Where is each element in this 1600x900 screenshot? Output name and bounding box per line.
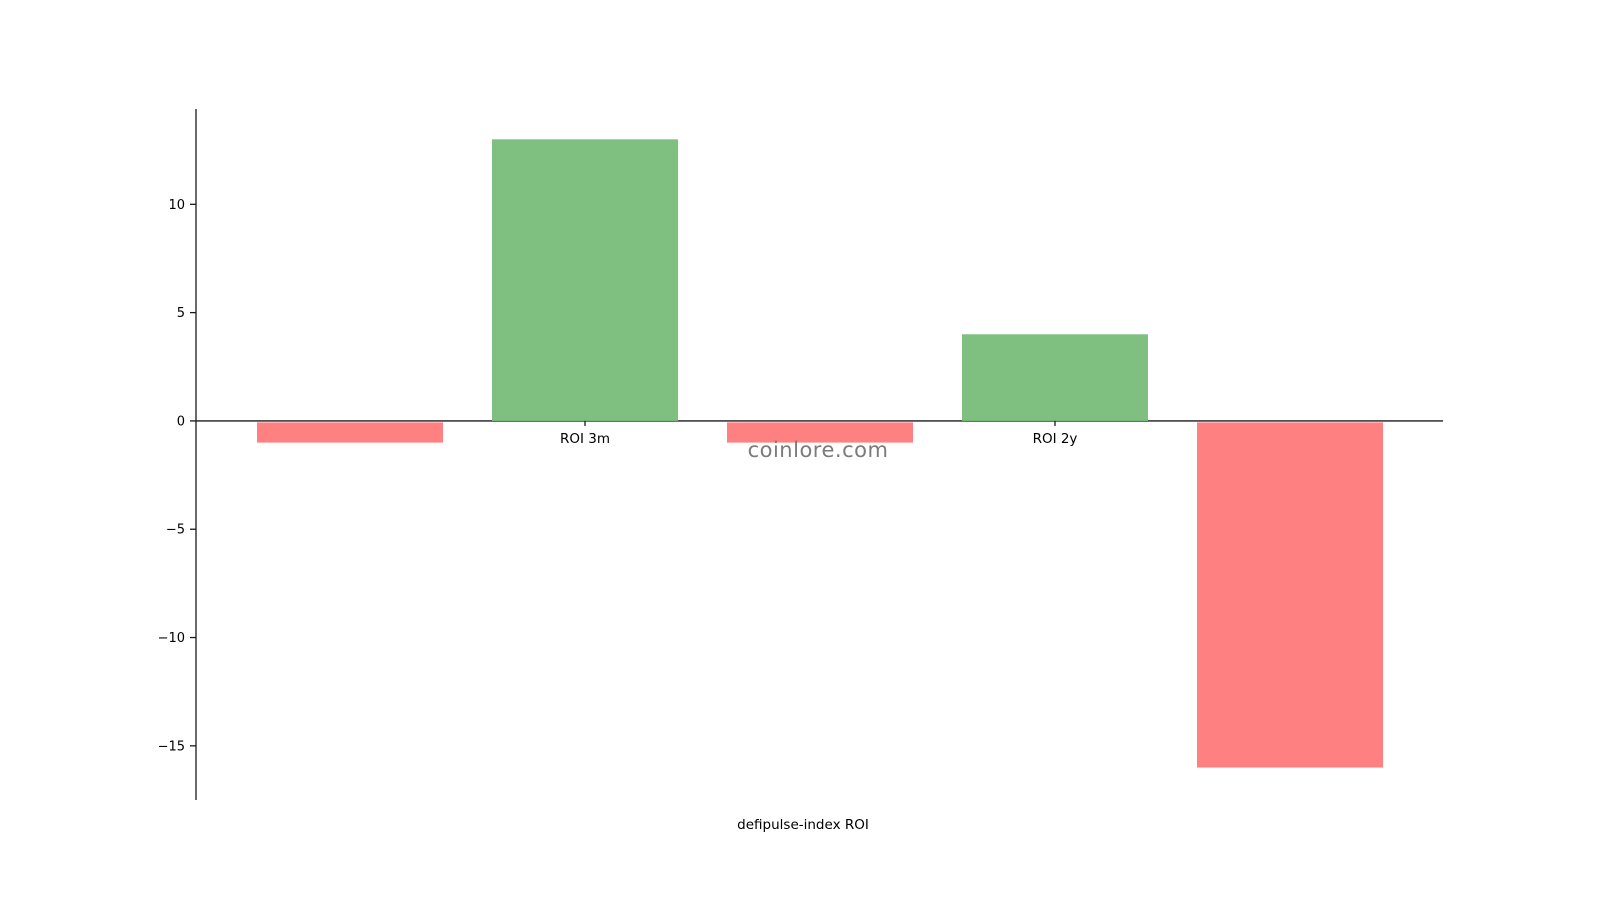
y-tick-label: 10	[168, 198, 185, 213]
y-tick-label: 0	[177, 414, 185, 429]
x-tick-label: ROI 3m	[560, 431, 610, 447]
y-tick-label: −5	[166, 523, 185, 538]
bar-negative	[1197, 422, 1383, 768]
bar-positive	[962, 334, 1148, 421]
bar-negative	[727, 422, 913, 443]
watermark-text: coinlore.com	[747, 438, 889, 462]
y-tick-label: −10	[158, 631, 185, 646]
chart-xlabel: defipulse-index ROI	[737, 817, 869, 833]
x-tick-label: ROI 2y	[1033, 431, 1078, 447]
bar-positive	[492, 139, 678, 421]
y-tick-label: −15	[158, 739, 185, 754]
bar-negative	[257, 422, 443, 443]
y-tick-label: 5	[177, 306, 185, 321]
